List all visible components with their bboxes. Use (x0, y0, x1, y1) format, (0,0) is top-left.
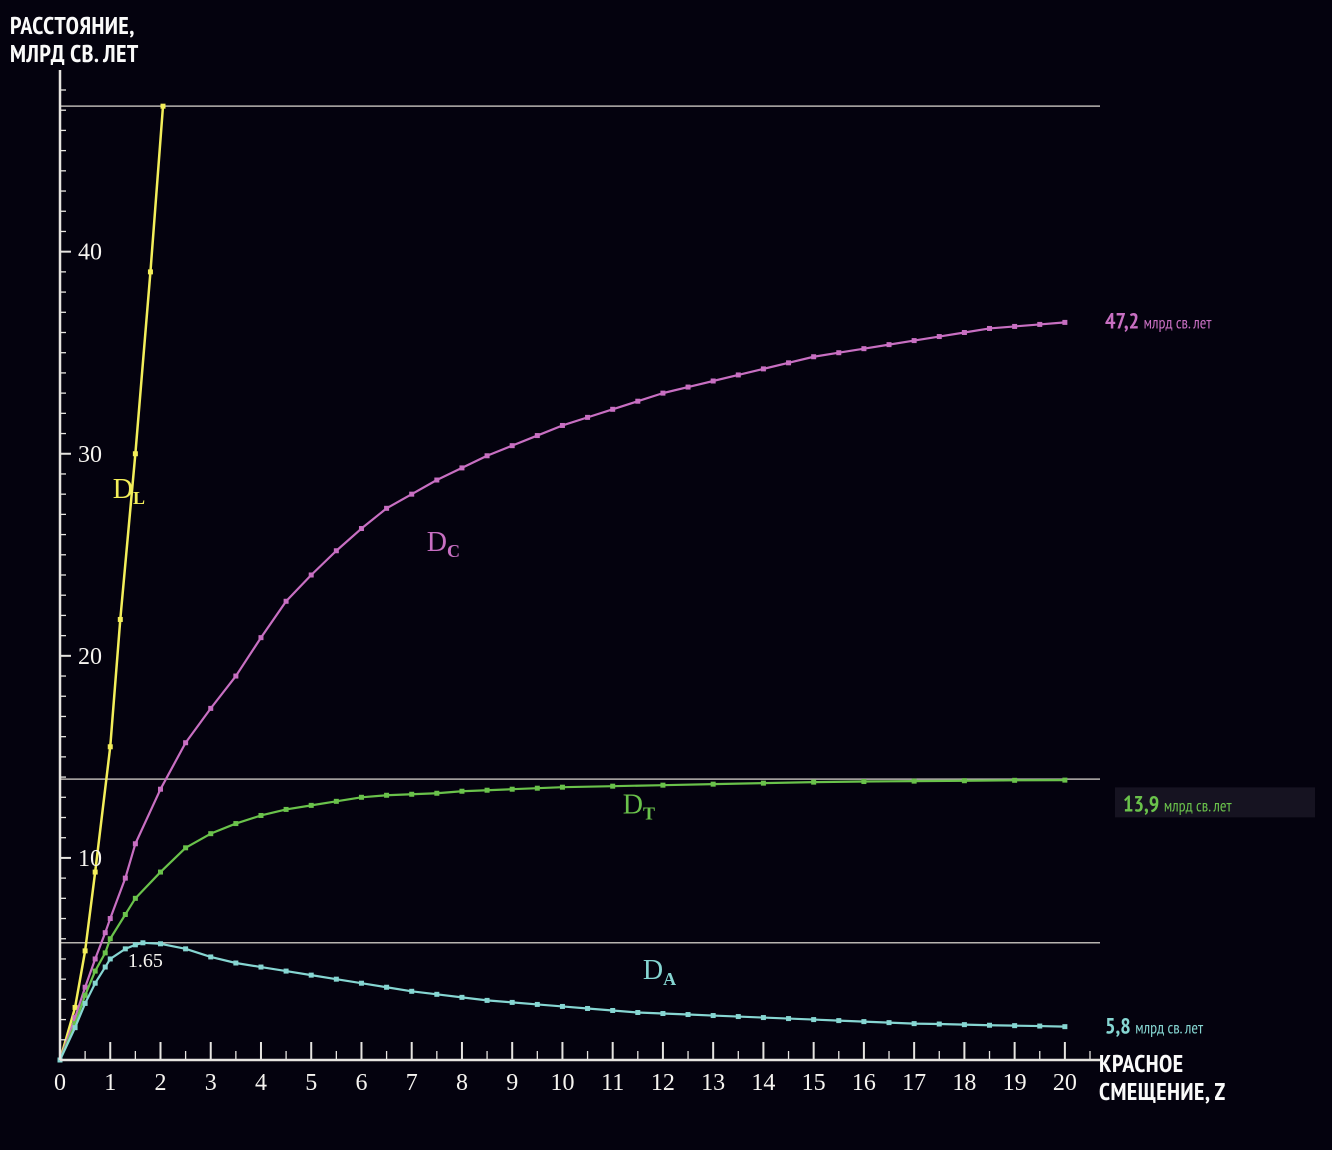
x-tick-label: 6 (355, 1070, 367, 1096)
x-tick-label: 13 (701, 1070, 725, 1096)
chart-container: DLDCDTDA10203040012345678910111213141516… (0, 0, 1332, 1150)
x-tick-label: 19 (1003, 1070, 1027, 1096)
x-axis-title: СМЕЩЕНИЕ, Z (1099, 1076, 1226, 1107)
distance-vs-redshift-chart: DLDCDTDA10203040012345678910111213141516… (0, 0, 1332, 1150)
x-tick-label: 2 (154, 1070, 166, 1096)
x-tick-label: 5 (305, 1070, 317, 1096)
y-tick-label: 40 (78, 240, 102, 266)
x-tick-label: 12 (651, 1070, 675, 1096)
x-tick-label: 11 (601, 1070, 624, 1096)
x-tick-label: 3 (205, 1070, 217, 1096)
x-tick-label: 4 (255, 1070, 267, 1096)
peak-annotation: 1.65 (128, 950, 163, 972)
x-tick-label: 16 (852, 1070, 876, 1096)
x-tick-label: 0 (54, 1070, 66, 1096)
x-tick-label: 20 (1053, 1070, 1077, 1096)
x-tick-label: 10 (550, 1070, 574, 1096)
x-tick-label: 8 (456, 1070, 468, 1096)
y-tick-label: 20 (78, 644, 102, 670)
x-axis-title: КРАСНОЕ (1099, 1048, 1184, 1079)
x-tick-label: 1 (104, 1070, 116, 1096)
x-tick-label: 18 (952, 1070, 976, 1096)
x-tick-label: 17 (902, 1070, 926, 1096)
x-tick-label: 14 (751, 1070, 775, 1096)
y-tick-label: 30 (78, 442, 102, 468)
x-tick-label: 7 (406, 1070, 418, 1096)
y-tick-label: 10 (78, 846, 102, 872)
x-tick-label: 15 (802, 1070, 826, 1096)
x-tick-label: 9 (506, 1070, 518, 1096)
y-axis-title: МЛРД СВ. ЛЕТ (10, 38, 139, 69)
y-axis-title: РАССТОЯНИЕ, (10, 10, 135, 41)
